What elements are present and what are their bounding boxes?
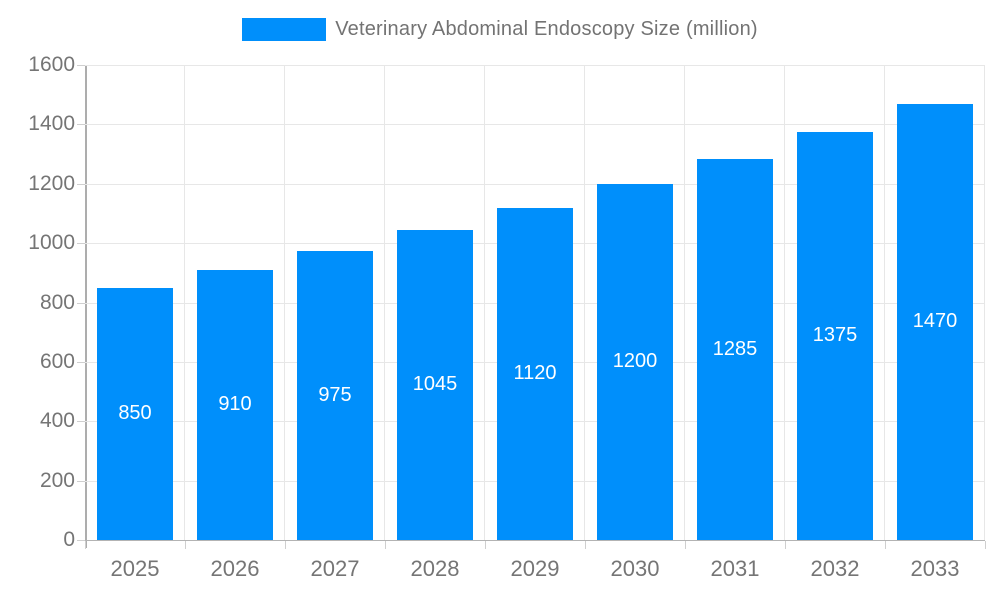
- v-gridline: [884, 65, 885, 540]
- x-tick-mark: [885, 541, 886, 549]
- bar-value-label: 1375: [812, 324, 858, 347]
- y-tick-mark: [77, 540, 85, 541]
- legend: Veterinary Abdominal Endoscopy Size (mil…: [0, 18, 1000, 41]
- bar-2031: 1285: [697, 158, 773, 540]
- x-tick-mark: [185, 541, 186, 549]
- bar-2026: 910: [197, 269, 273, 540]
- bar-2032: 1375: [797, 131, 873, 540]
- v-gridline: [684, 65, 685, 540]
- x-tick-mark: [685, 541, 686, 549]
- x-tick-mark: [85, 541, 86, 549]
- y-tick-label: 200: [39, 468, 75, 492]
- v-gridline: [184, 65, 185, 540]
- bar-2025: 850: [97, 287, 173, 540]
- x-axis-line: [77, 539, 985, 541]
- y-tick-mark: [77, 421, 85, 423]
- bar-value-label: 1285: [712, 337, 758, 360]
- y-tick-label: 1000: [28, 231, 75, 255]
- x-tick-mark: [785, 541, 786, 549]
- v-gridline: [984, 65, 985, 540]
- x-tick-label: 2028: [410, 556, 460, 581]
- bar-value-label: 1470: [912, 310, 958, 333]
- y-axis-line: [85, 65, 87, 548]
- y-tick-mark: [77, 183, 85, 185]
- v-gridline: [784, 65, 785, 540]
- h-gridline: [85, 124, 985, 126]
- v-gridline: [284, 65, 285, 540]
- bar-value-label: 1045: [412, 373, 458, 396]
- y-tick-label: 0: [63, 528, 75, 551]
- bar-value-label: 850: [118, 402, 152, 425]
- x-tick-mark: [985, 541, 986, 549]
- bar-value-label: 975: [318, 383, 352, 406]
- x-tick-label: 2027: [310, 556, 360, 581]
- v-gridline: [384, 65, 385, 540]
- y-tick-mark: [77, 65, 85, 66]
- bar-2028: 1045: [397, 229, 473, 540]
- y-tick-label: 1200: [28, 171, 75, 195]
- x-tick-mark: [585, 541, 586, 549]
- x-tick-mark: [285, 541, 286, 549]
- legend-item[interactable]: Veterinary Abdominal Endoscopy Size (mil…: [242, 18, 758, 41]
- h-gridline: [85, 183, 985, 185]
- x-tick-mark: [485, 541, 486, 549]
- x-tick-label: 2026: [210, 556, 260, 581]
- x-tick-label: 2029: [510, 556, 560, 581]
- bar-value-label: 1120: [513, 362, 557, 385]
- bar-2030: 1200: [597, 183, 673, 540]
- v-gridline: [584, 65, 585, 540]
- x-tick-label: 2030: [610, 556, 660, 581]
- legend-label: Veterinary Abdominal Endoscopy Size (mil…: [335, 18, 758, 40]
- y-tick-label: 600: [39, 349, 75, 373]
- bar-2029: 1120: [497, 207, 573, 540]
- legend-swatch-icon: [242, 18, 327, 41]
- x-tick-label: 2032: [810, 556, 860, 581]
- x-tick-label: 2025: [110, 556, 160, 581]
- y-tick-mark: [77, 361, 85, 363]
- y-tick-label: 800: [39, 290, 75, 314]
- bar-2033: 1470: [897, 103, 973, 540]
- y-tick-mark: [77, 243, 85, 245]
- bar-value-label: 1200: [612, 350, 658, 373]
- y-tick-label: 400: [39, 409, 75, 433]
- bar-value-label: 910: [218, 393, 252, 416]
- v-gridline: [484, 65, 485, 540]
- plot-area: 850 910 975 1045 1120 1200 1285 1375 1470: [85, 65, 985, 540]
- x-tick-mark: [385, 541, 386, 549]
- y-tick-label: 1600: [28, 53, 75, 76]
- x-tick-label: 2031: [710, 556, 760, 581]
- h-gridline: [85, 65, 985, 66]
- x-tick-label: 2033: [910, 556, 960, 581]
- y-tick-mark: [77, 124, 85, 126]
- y-tick-mark: [77, 480, 85, 482]
- y-tick-mark: [77, 302, 85, 304]
- y-tick-label: 1400: [28, 112, 75, 136]
- bar-2027: 975: [297, 250, 373, 540]
